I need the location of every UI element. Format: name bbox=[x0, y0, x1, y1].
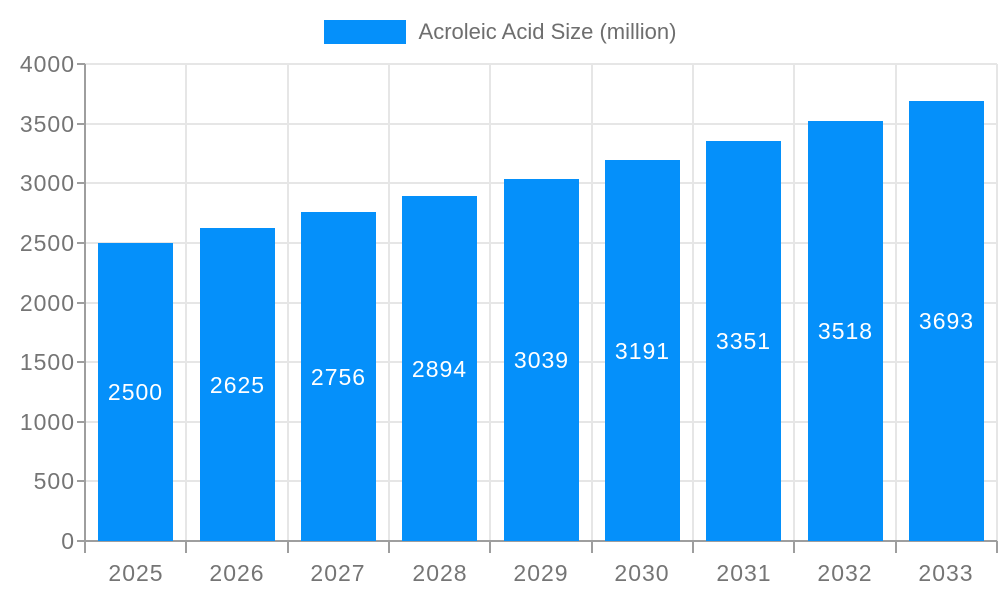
y-axis-label: 0 bbox=[61, 528, 75, 554]
y-axis-label: 1500 bbox=[19, 349, 75, 375]
bar-value-label: 2894 bbox=[411, 356, 468, 382]
legend-label: Acroleic Acid Size (million) bbox=[418, 19, 677, 44]
x-gridline bbox=[287, 64, 289, 541]
x-axis-tick bbox=[287, 541, 289, 553]
y-axis-tick bbox=[77, 361, 85, 363]
x-gridline bbox=[692, 64, 694, 541]
y-gridline bbox=[85, 63, 997, 65]
bar-value-label: 2500 bbox=[107, 379, 164, 405]
bar-value-label: 3191 bbox=[614, 338, 671, 364]
bar[interactable]: 3351 bbox=[706, 141, 781, 541]
x-gridline bbox=[489, 64, 491, 541]
x-gridline bbox=[793, 64, 795, 541]
x-axis-label: 2027 bbox=[310, 560, 366, 586]
x-axis-tick bbox=[489, 541, 491, 553]
x-axis-label: 2032 bbox=[817, 560, 873, 586]
x-gridline bbox=[895, 64, 897, 541]
x-axis-tick bbox=[692, 541, 694, 553]
y-axis-tick bbox=[77, 182, 85, 184]
y-axis-label: 3500 bbox=[19, 111, 75, 137]
bar-value-label: 3518 bbox=[817, 318, 874, 344]
bar[interactable]: 2625 bbox=[200, 228, 275, 541]
x-axis-tick bbox=[793, 541, 795, 553]
y-axis-tick bbox=[77, 480, 85, 482]
y-axis-tick bbox=[77, 63, 85, 65]
bar[interactable]: 3191 bbox=[605, 160, 680, 541]
x-axis-line bbox=[77, 540, 997, 542]
y-axis-label: 2500 bbox=[19, 230, 75, 256]
bar-value-label: 3351 bbox=[715, 328, 772, 354]
x-gridline bbox=[591, 64, 593, 541]
bar-value-label: 3693 bbox=[918, 308, 975, 334]
bar-value-label: 2625 bbox=[209, 372, 266, 398]
y-axis-label: 500 bbox=[33, 468, 75, 494]
x-axis-tick bbox=[591, 541, 593, 553]
y-gridline bbox=[85, 123, 997, 125]
x-axis-label: 2030 bbox=[614, 560, 670, 586]
x-axis-tick bbox=[996, 541, 998, 553]
x-axis-label: 2031 bbox=[716, 560, 772, 586]
bar[interactable]: 3518 bbox=[808, 121, 883, 541]
bar-value-label: 3039 bbox=[513, 347, 570, 373]
x-axis-tick bbox=[895, 541, 897, 553]
x-gridline bbox=[185, 64, 187, 541]
y-axis-label: 3000 bbox=[19, 170, 75, 196]
x-axis-label: 2028 bbox=[412, 560, 468, 586]
x-gridline bbox=[388, 64, 390, 541]
legend-swatch-icon bbox=[323, 20, 406, 44]
x-axis-tick bbox=[185, 541, 187, 553]
y-axis-label: 1000 bbox=[19, 409, 75, 435]
bar[interactable]: 2500 bbox=[98, 243, 173, 541]
x-axis-label: 2025 bbox=[108, 560, 164, 586]
x-axis-label: 2026 bbox=[209, 560, 265, 586]
bar[interactable]: 3039 bbox=[504, 179, 579, 541]
y-axis-line bbox=[84, 64, 86, 553]
y-axis-label: 2000 bbox=[19, 290, 75, 316]
x-axis-label: 2033 bbox=[918, 560, 974, 586]
bar[interactable]: 3693 bbox=[909, 101, 984, 541]
bar[interactable]: 2894 bbox=[402, 196, 477, 541]
x-axis-tick bbox=[388, 541, 390, 553]
y-axis-tick bbox=[77, 421, 85, 423]
y-axis-tick bbox=[77, 123, 85, 125]
bar[interactable]: 2756 bbox=[301, 212, 376, 541]
y-axis-label: 4000 bbox=[19, 51, 75, 77]
y-axis-tick bbox=[77, 242, 85, 244]
legend[interactable]: Acroleic Acid Size (million) bbox=[0, 18, 1000, 46]
x-axis-label: 2029 bbox=[513, 560, 569, 586]
bar-value-label: 2756 bbox=[310, 364, 367, 390]
x-gridline bbox=[996, 64, 998, 541]
y-axis-tick bbox=[77, 302, 85, 304]
